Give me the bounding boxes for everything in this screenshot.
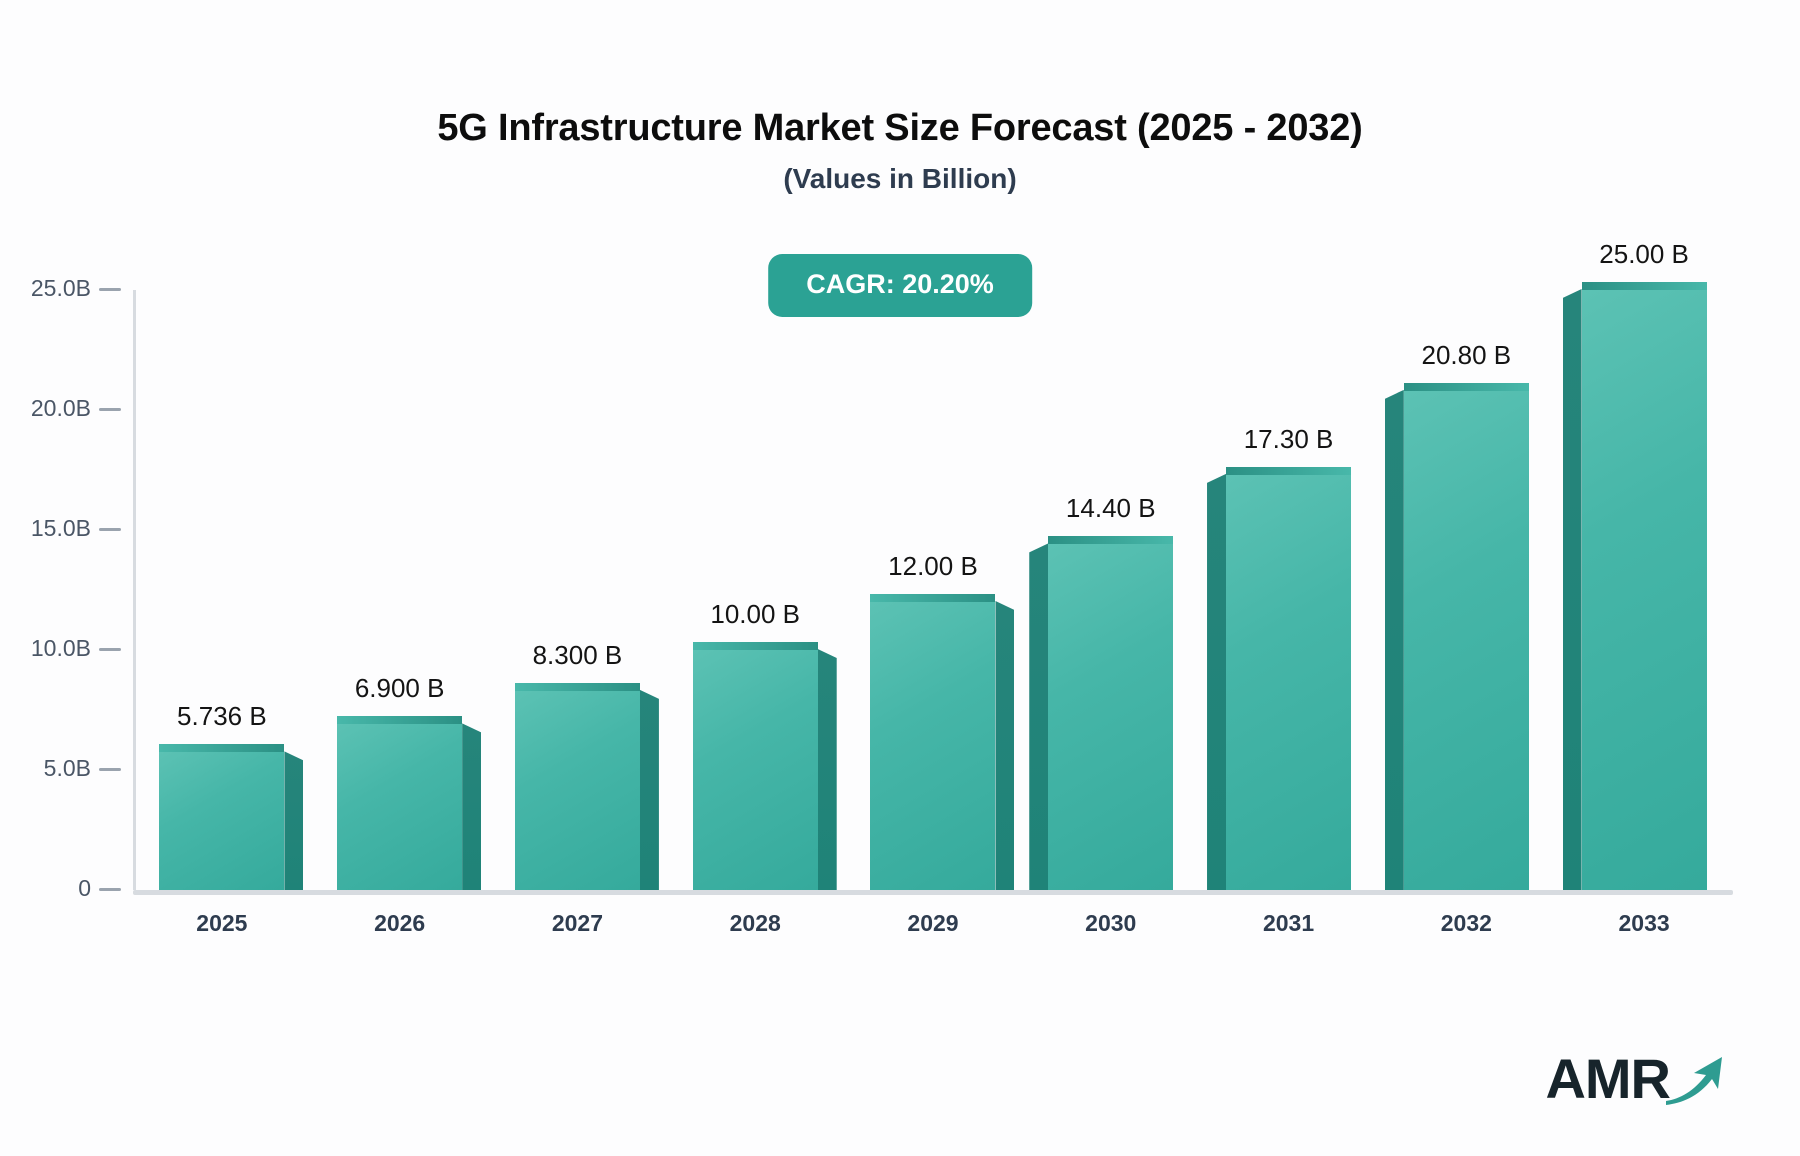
bar-front-face (1581, 289, 1707, 890)
y-axis-tick-mark (99, 888, 121, 891)
bar-group: 10.00 B 2028 (666, 290, 844, 936)
bar-value-label: 6.900 B (354, 673, 445, 704)
y-axis-tick-mark (99, 528, 121, 531)
bar-front-face (692, 649, 818, 890)
bar-value-label: 20.80 B (1421, 339, 1512, 370)
title-block: 5G Infrastructure Market Size Forecast (… (0, 107, 1800, 195)
bar (1029, 536, 1174, 890)
y-axis-line (133, 290, 136, 890)
y-axis-tick-label: 20.0B (30, 395, 91, 421)
bar-top-face (870, 594, 996, 602)
y-axis-tick-mark (99, 408, 121, 411)
x-axis-tick-label: 2028 (729, 910, 781, 936)
bar-top-face (159, 744, 285, 753)
y-axis-tick-mark (99, 288, 121, 291)
bar-side-face (1029, 543, 1049, 890)
bar (692, 642, 837, 890)
bar-value-label: 25.00 B (1599, 239, 1689, 269)
y-axis-tick-mark (99, 768, 121, 771)
bar-value-label: 5.736 B (177, 701, 267, 732)
page-title: 5G Infrastructure Market Size Forecast (… (437, 107, 1363, 149)
bar (514, 682, 659, 890)
bar-side-face (284, 751, 304, 890)
y-axis-tick-label: 25.0B (30, 275, 91, 301)
bar-group: 5.736 B 2025 (133, 290, 311, 936)
bar-top-face (337, 716, 463, 725)
bar-top-face (514, 682, 640, 691)
bar-group: 14.40 B 2030 (1022, 290, 1200, 936)
bar-group: 6.900 B 2026 (311, 290, 489, 936)
bar (159, 744, 304, 890)
bar-group: 20.80 B 2032 (1377, 290, 1555, 936)
x-axis-tick-label: 2033 (1618, 910, 1670, 936)
bar-value-label: 12.00 B (888, 551, 978, 581)
bar-front-face (1403, 389, 1529, 890)
bar-side-face (1384, 389, 1404, 890)
bar-top-face (1403, 382, 1529, 391)
x-axis-tick-label: 2030 (1085, 910, 1137, 936)
x-axis-tick-label: 2032 (1440, 910, 1492, 936)
bar-group: 17.30 B 2031 (1200, 290, 1378, 936)
bar (1562, 282, 1707, 890)
bar (337, 716, 482, 890)
bar-front-face (159, 751, 285, 890)
bar-side-face (817, 649, 837, 890)
amr-logo: AMR (1545, 1044, 1726, 1114)
bar-value-label: 17.30 B (1243, 423, 1334, 454)
bar-group: 12.00 B 2029 (844, 290, 1022, 936)
bar-value-label: 10.00 B (710, 599, 801, 629)
y-axis-tick-label: 15.0B (30, 515, 91, 541)
amr-logo-text: AMR (1545, 1047, 1671, 1110)
x-axis-tick-label: 2026 (374, 910, 426, 936)
bar-top-face (692, 642, 818, 650)
bar (1384, 382, 1529, 890)
bar-side-face (1207, 473, 1227, 890)
x-axis-tick-label: 2027 (551, 910, 604, 936)
bar (870, 594, 1015, 890)
bar-top-face (1226, 466, 1352, 475)
bar-value-label: 8.300 B (532, 639, 623, 670)
x-axis-tick-label: 2029 (907, 910, 959, 936)
bar-front-face (514, 689, 640, 890)
y-axis-tick-label: 0 (78, 875, 91, 901)
x-axis-tick-label: 2025 (196, 910, 248, 936)
bar-group: 8.300 B 2027 (489, 290, 667, 936)
bar-front-face (1226, 473, 1352, 890)
bar-top-face (1581, 282, 1707, 290)
bar-side-face (639, 689, 659, 890)
bar-front-face (337, 723, 463, 890)
y-axis-tick-label: 10.0B (30, 635, 91, 661)
cagr-badge: CAGR: 20.20% (768, 254, 1032, 317)
bar-top-face (1048, 536, 1174, 545)
bar-side-face (995, 601, 1015, 890)
bar-side-face (1562, 289, 1582, 890)
x-axis-tick-label: 2031 (1262, 910, 1315, 936)
y-axis-tick-mark (99, 648, 121, 651)
bar-front-face (1048, 543, 1174, 890)
plot-area: 0 5.0B 10.0B 15.0B 20.0B 25.0B 5.736 B 2025 6.9… (31, 239, 1733, 936)
bar-front-face (870, 601, 996, 890)
chart-subtitle: (Values in Billion) (783, 162, 1017, 194)
bar (1207, 466, 1352, 890)
bar-side-face (462, 723, 482, 890)
x-axis-line (133, 890, 1733, 895)
bar-group: 25.00 B 2033 (1555, 239, 1733, 936)
y-axis-tick-label: 5.0B (43, 755, 91, 781)
growth-arrow-icon (1664, 1053, 1726, 1112)
bar-value-label: 14.40 B (1065, 493, 1156, 524)
